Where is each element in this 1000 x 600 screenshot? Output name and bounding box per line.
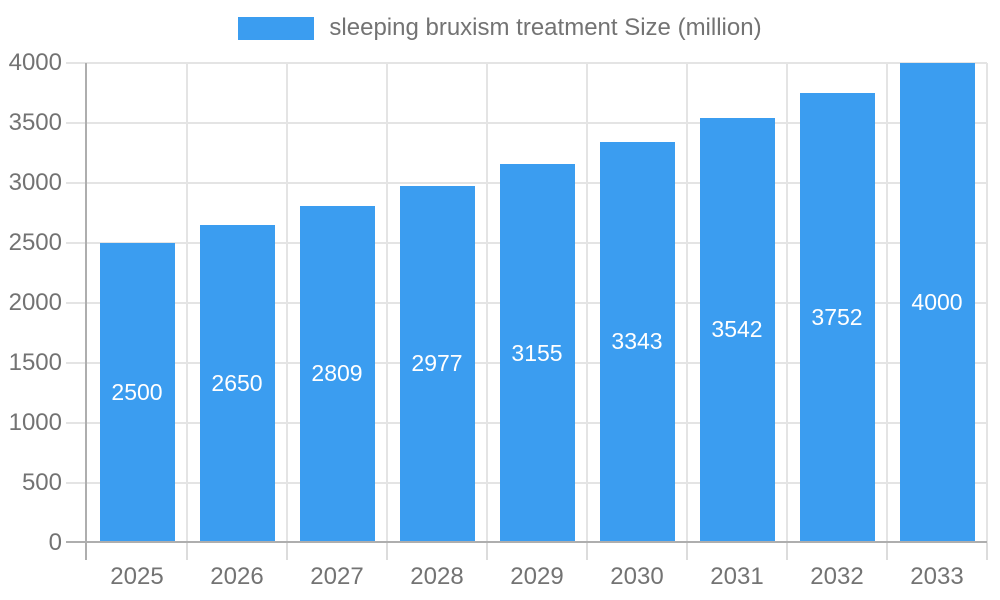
x-grid-line [686, 63, 688, 543]
y-axis-label: 3500 [8, 109, 62, 136]
x-tick [286, 543, 288, 560]
x-axis-label: 2025 [110, 563, 164, 590]
bar-2031[interactable] [699, 117, 775, 541]
x-tick [586, 543, 588, 560]
x-tick [486, 543, 488, 560]
x-axis-label: 2029 [510, 563, 564, 590]
bar-2032[interactable] [799, 92, 875, 541]
x-grid-line [886, 63, 888, 543]
y-axis-label: 2500 [8, 229, 62, 256]
x-grid-line [586, 63, 588, 543]
bar-value-label: 3155 [511, 339, 563, 366]
bar-2029[interactable] [499, 164, 575, 541]
bar-2025[interactable] [99, 243, 175, 541]
bar-2030[interactable] [599, 141, 675, 541]
x-axis-label: 2030 [610, 563, 664, 590]
bar-value-label: 2650 [211, 370, 263, 396]
legend-label: sleeping bruxism treatment Size (million… [329, 14, 762, 41]
bar-value-label: 2977 [411, 350, 463, 377]
x-axis-label: 2027 [310, 563, 364, 590]
x-axis-label: 2028 [410, 563, 464, 590]
x-grid-line [486, 63, 488, 543]
bar-2026[interactable] [199, 225, 275, 541]
x-tick [686, 543, 688, 560]
bar-value-label: 3343 [611, 328, 663, 355]
y-grid-line [66, 122, 987, 124]
bar-2033[interactable] [899, 63, 975, 541]
bar-2027[interactable] [299, 205, 375, 541]
x-axis-line [66, 541, 987, 543]
x-tick [186, 543, 188, 560]
y-axis-label: 3000 [8, 169, 62, 196]
y-axis-label: 2000 [8, 289, 62, 316]
y-axis-label: 1500 [8, 349, 62, 376]
x-tick [386, 543, 388, 560]
bar-value-label: 3542 [711, 316, 763, 343]
x-tick [986, 543, 988, 560]
x-grid-line [286, 63, 288, 543]
bar-2028[interactable] [399, 185, 475, 541]
x-axis-label: 2033 [910, 563, 964, 590]
x-axis-label: 2031 [710, 563, 764, 590]
x-grid-line [186, 63, 188, 543]
y-axis-label: 0 [48, 529, 62, 556]
legend[interactable]: sleeping bruxism treatment Size (million… [0, 14, 1000, 42]
y-axis-label: 1000 [8, 409, 62, 436]
y-axis-line [85, 63, 87, 560]
x-tick [886, 543, 888, 560]
bar-value-label: 2809 [311, 360, 363, 387]
x-axis-label: 2026 [210, 563, 264, 590]
x-grid-line [986, 63, 988, 543]
x-grid-line [786, 63, 788, 543]
x-axis-label: 2032 [810, 563, 864, 590]
legend-swatch [238, 16, 315, 40]
x-tick [786, 543, 788, 560]
y-axis-label: 4000 [8, 49, 62, 76]
bar-value-label: 2500 [111, 379, 163, 405]
bar-value-label: 3752 [811, 303, 863, 330]
bar-value-label: 4000 [911, 289, 963, 315]
x-grid-line [386, 63, 388, 543]
y-grid-line [66, 62, 987, 64]
y-axis-label: 500 [21, 469, 62, 496]
